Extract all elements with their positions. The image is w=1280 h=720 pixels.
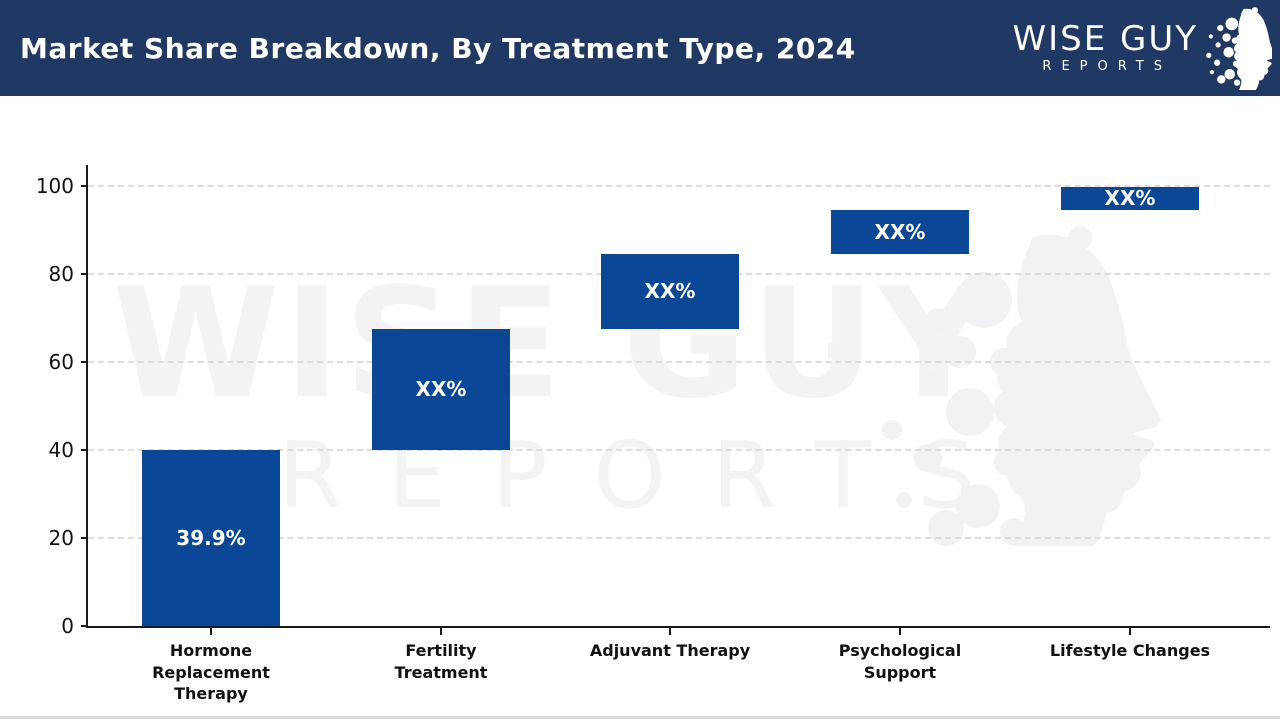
logo-text: WISE GUY REPORTS	[1012, 22, 1198, 74]
y-tick-label-20: 20	[48, 526, 74, 550]
y-tick-20	[81, 537, 88, 539]
y-tick-40	[81, 449, 88, 451]
x-tick-adjuvant-therapy	[669, 628, 671, 635]
gridline-y100	[88, 185, 1270, 187]
y-tick-0	[81, 625, 88, 627]
y-tick-label-100: 100	[35, 174, 74, 198]
category-label-lifestyle-changes: Lifestyle Changes	[1049, 641, 1211, 660]
category-label-fertility-treatment: Fertility Treatment	[394, 641, 488, 682]
bar-value-label: 39.9%	[176, 526, 246, 551]
bar-fertility-treatment: XX%	[372, 328, 510, 451]
wise-guy-reports-logo: WISE GUY REPORTS	[1012, 5, 1280, 91]
gridline-y40	[88, 449, 1270, 451]
bar-psychological-support: XX%	[831, 209, 969, 255]
y-tick-label-60: 60	[48, 350, 74, 374]
y-tick-100	[81, 185, 88, 187]
y-tick-label-80: 80	[48, 262, 74, 286]
y-tick-80	[81, 273, 88, 275]
y-tick-label-0: 0	[61, 614, 74, 638]
y-tick-label-40: 40	[48, 438, 74, 462]
logo-name: WISE GUY	[1012, 19, 1198, 59]
logo-head-profile-icon	[1206, 7, 1272, 90]
category-label-adjuvant-therapy: Adjuvant Therapy	[589, 641, 751, 660]
bar-value-label: XX%	[415, 377, 467, 402]
category-label-psychological-support: Psychological Support	[838, 641, 962, 682]
page-title: Market Share Breakdown, By Treatment Typ…	[20, 31, 856, 65]
bar-adjuvant-therapy: XX%	[601, 254, 739, 329]
category-label-hormone-replacement-therapy: Hormone Replacement Therapy	[152, 641, 270, 704]
logo-subtitle: REPORTS	[1042, 59, 1173, 74]
x-tick-hormone-replacement-therapy	[210, 628, 212, 635]
header-bar: Market Share Breakdown, By Treatment Typ…	[0, 0, 1280, 96]
x-tick-lifestyle-changes	[1129, 628, 1131, 635]
bar-hormone-replacement-therapy: 39.9%	[142, 450, 280, 626]
gridline-y20	[88, 537, 1270, 539]
bar-value-label: XX%	[1104, 186, 1156, 211]
x-axis-line	[86, 626, 1270, 628]
y-tick-60	[81, 361, 88, 363]
bar-lifestyle-changes: XX%	[1061, 186, 1199, 211]
bar-value-label: XX%	[874, 219, 926, 244]
bar-value-label: XX%	[644, 279, 696, 304]
y-axis-line	[86, 165, 88, 628]
bottom-divider	[0, 716, 1280, 719]
x-tick-psychological-support	[899, 628, 901, 635]
x-tick-fertility-treatment	[440, 628, 442, 635]
gridline-y60	[88, 361, 1270, 363]
